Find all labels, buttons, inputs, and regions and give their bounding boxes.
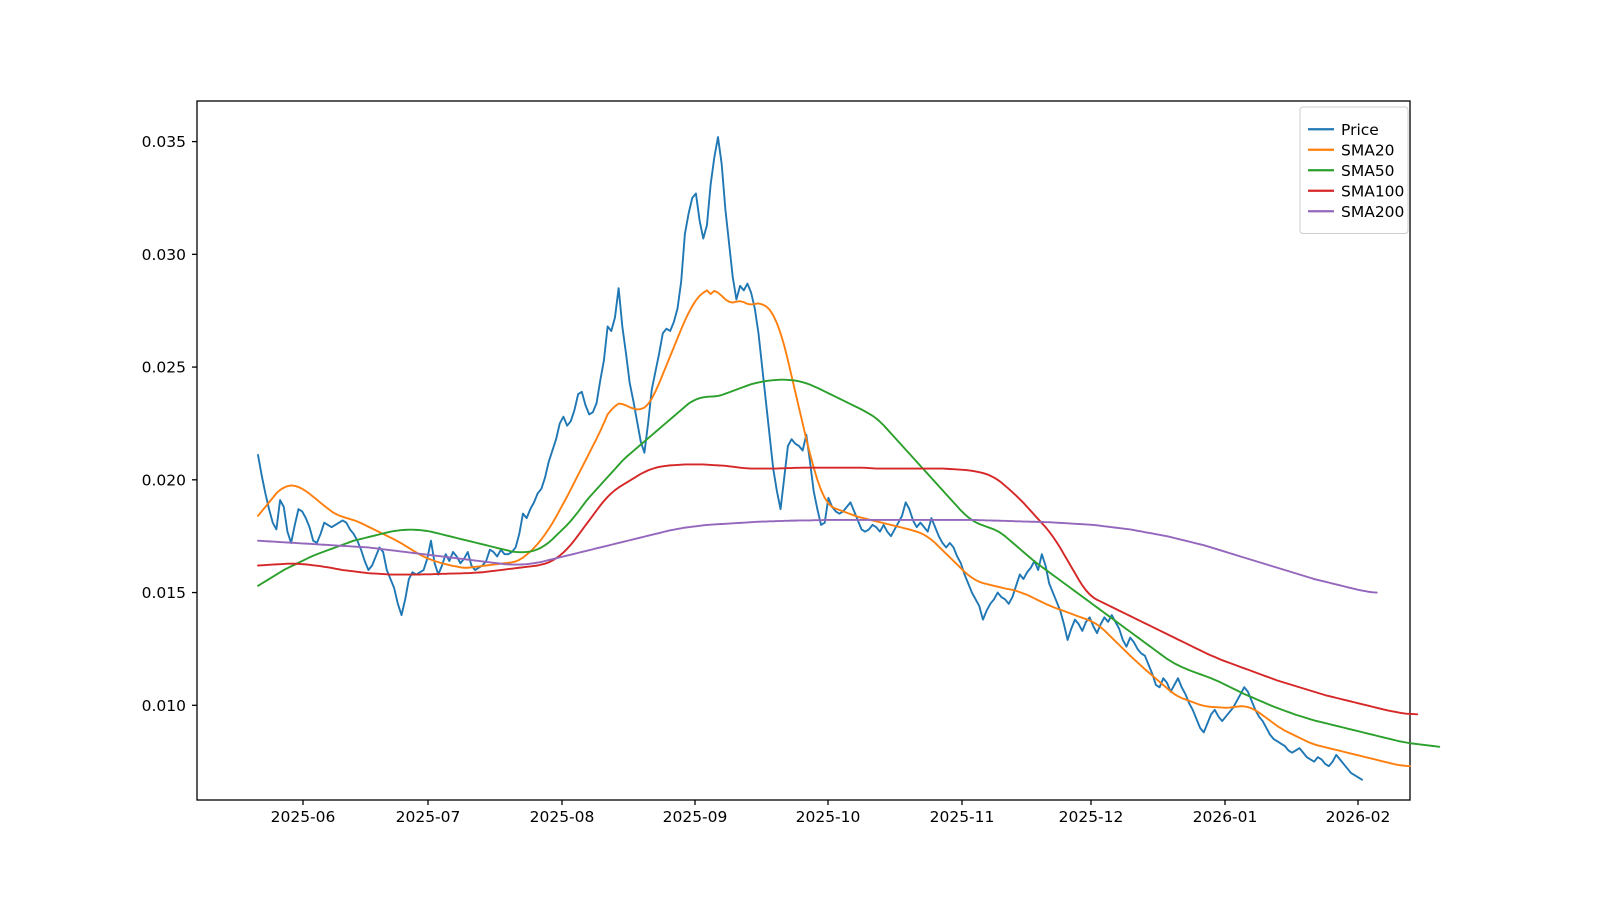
data-series-group xyxy=(257,136,1441,781)
legend-label-sma100[interactable]: SMA100 xyxy=(1341,182,1404,200)
legend-background xyxy=(1299,106,1409,234)
y-tick-label: 0.010 xyxy=(142,697,186,715)
x-tick-label: 2025-12 xyxy=(1059,808,1124,826)
y-axis-ticks: 0.010 0.015 0.020 0.025 0.030 0.035 xyxy=(142,133,197,715)
x-tick-label: 2025-07 xyxy=(396,808,461,826)
x-axis-ticks: 2025-06 2025-07 2025-08 2025-09 2025-10 2025-… xyxy=(271,800,1391,826)
legend-label-sma200[interactable]: SMA200 xyxy=(1341,203,1404,221)
x-tick-label: 2025-06 xyxy=(271,808,336,826)
x-tick-label: 2025-10 xyxy=(796,808,861,826)
x-tick-label: 2025-08 xyxy=(530,808,595,826)
chart-legend[interactable]: Price SMA20 SMA50 SMA100 SMA200 xyxy=(1299,106,1409,234)
y-tick-label: 0.020 xyxy=(142,471,186,489)
x-tick-label: 2025-09 xyxy=(663,808,728,826)
series-line-price xyxy=(257,136,1363,781)
x-tick-label: 2026-01 xyxy=(1193,808,1258,826)
legend-label-price[interactable]: Price xyxy=(1341,121,1379,139)
series-line-sma50 xyxy=(257,378,1441,748)
axes-frame xyxy=(196,100,1411,801)
legend-label-sma50[interactable]: SMA50 xyxy=(1341,162,1395,180)
axes-spines xyxy=(196,100,1411,801)
series-line-sma20 xyxy=(257,289,1411,768)
x-tick-label: 2026-02 xyxy=(1326,808,1391,826)
legend-label-sma20[interactable]: SMA20 xyxy=(1341,141,1395,159)
y-tick-label: 0.035 xyxy=(142,133,186,151)
y-tick-label: 0.030 xyxy=(142,246,186,264)
series-line-sma100 xyxy=(257,463,1419,716)
y-tick-label: 0.015 xyxy=(142,584,186,602)
series-line-sma200 xyxy=(257,519,1378,594)
x-tick-label: 2025-11 xyxy=(930,808,995,826)
y-tick-label: 0.025 xyxy=(142,359,186,377)
